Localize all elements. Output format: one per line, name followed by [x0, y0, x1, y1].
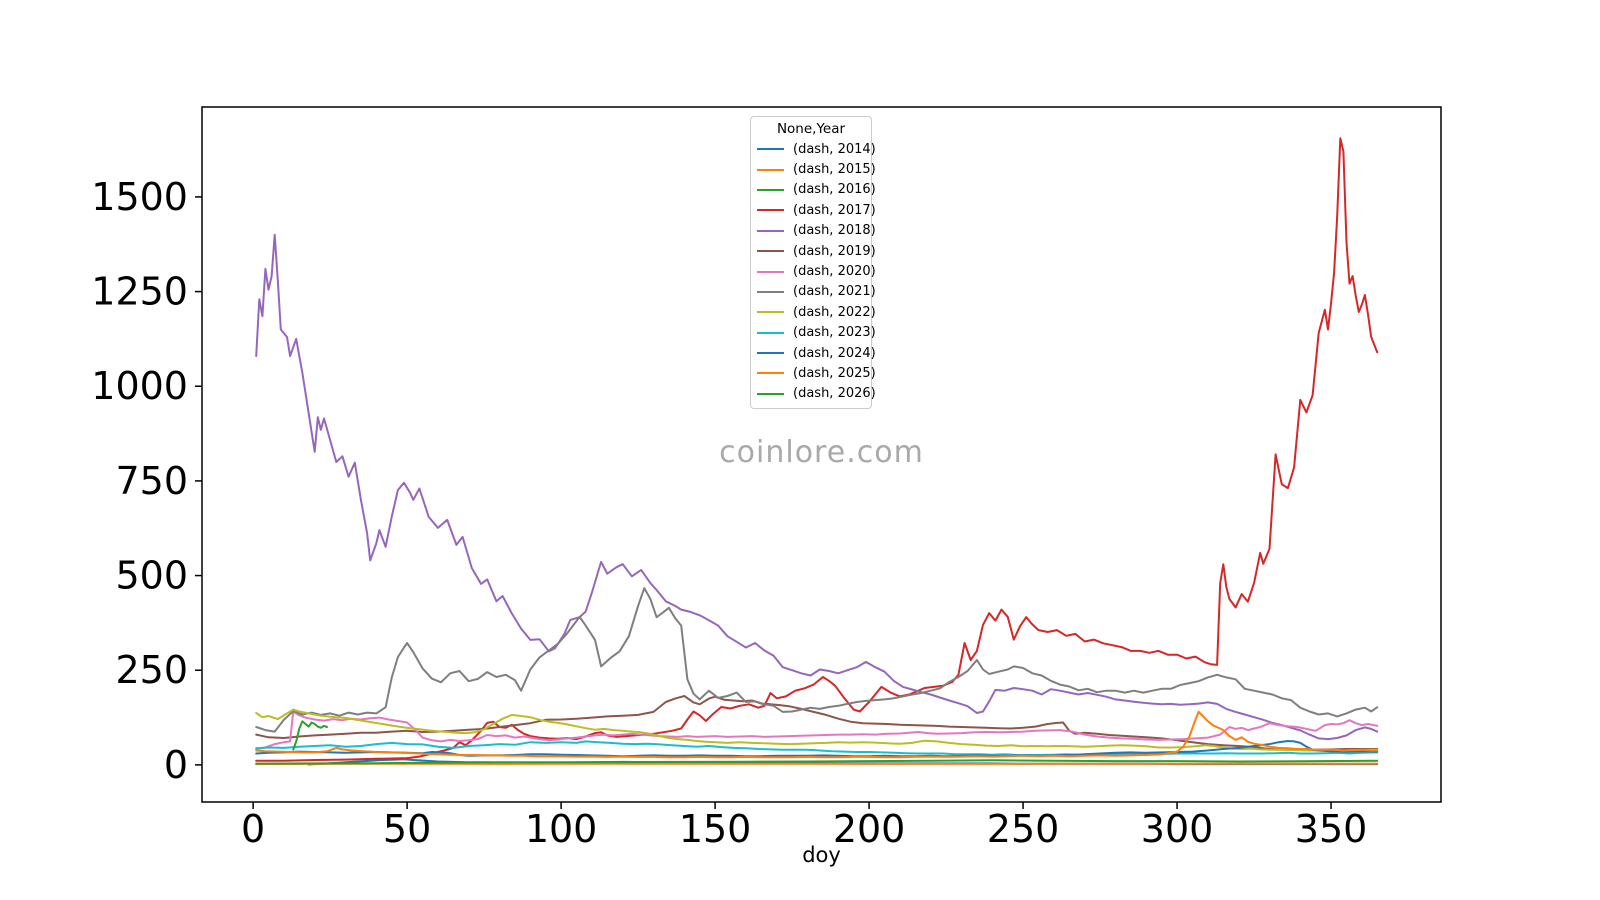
legend-label: (dash, 2025): [793, 365, 876, 381]
x-tick-label: 250: [987, 807, 1060, 851]
series-line: [255, 708, 1379, 752]
legend-label: (dash, 2016): [793, 182, 876, 198]
legend-item: (dash, 2021): [757, 282, 876, 302]
series-line: [255, 759, 1379, 765]
legend-label: (dash, 2026): [793, 386, 876, 402]
legend-item: (dash, 2015): [757, 159, 876, 179]
y-tick-label: 1250: [91, 270, 188, 314]
legend: None,Year (dash, 2014) (dash, 2015) (dash,…: [750, 116, 876, 410]
legend-label: (dash, 2014): [793, 141, 876, 157]
legend-item: (dash, 2020): [757, 261, 876, 281]
legend-label: (dash, 2022): [793, 304, 876, 320]
legend-line-swatch: [757, 188, 784, 191]
series-line: [255, 710, 1379, 750]
legend-item: (dash, 2018): [757, 221, 876, 241]
legend-label: (dash, 2023): [793, 325, 876, 341]
series-line: [255, 740, 1379, 758]
legend-item: (dash, 2022): [757, 302, 876, 322]
legend-label: (dash, 2015): [793, 162, 876, 178]
legend-line-swatch: [757, 372, 784, 375]
series-line: [255, 695, 1379, 751]
x-tick-label: 100: [525, 807, 598, 851]
y-tick-label: 0: [164, 743, 188, 787]
x-tick-label: 300: [1141, 807, 1214, 851]
y-tick-label: 750: [115, 459, 188, 503]
legend-item: (dash, 2025): [757, 363, 876, 383]
series-line: [292, 720, 328, 751]
axis-ticks: [195, 196, 1332, 809]
legend-label: (dash, 2021): [793, 284, 876, 300]
series-line: [255, 710, 1379, 759]
x-tick-label: 50: [383, 807, 431, 851]
x-tick-label: 0: [241, 807, 265, 851]
legend-line-swatch: [757, 229, 784, 232]
legend-line-swatch: [757, 168, 784, 171]
series-lines: [255, 137, 1379, 766]
legend-item: (dash, 2017): [757, 200, 876, 220]
series-line: [255, 233, 1379, 741]
legend-line-swatch: [757, 392, 784, 395]
legend-item: (dash, 2026): [757, 384, 876, 404]
x-axis-label: doy: [802, 843, 841, 867]
watermark: coinlore.com: [719, 435, 924, 470]
legend-item: (dash, 2023): [757, 323, 876, 343]
legend-line-swatch: [757, 331, 784, 334]
x-tick-label: 350: [1295, 807, 1368, 851]
y-tick-label: 1000: [91, 364, 188, 408]
legend-item: (dash, 2024): [757, 343, 876, 363]
y-tick-label: 1500: [91, 175, 188, 219]
plot-frame: [201, 106, 1442, 803]
legend-item: (dash, 2014): [757, 139, 876, 159]
legend-line-swatch: [757, 290, 784, 293]
y-tick-label: 500: [115, 554, 188, 598]
legend-item: (dash, 2019): [757, 241, 876, 261]
legend-label: (dash, 2018): [793, 223, 876, 239]
legend-line-swatch: [757, 311, 784, 314]
legend-item: (dash, 2016): [757, 180, 876, 200]
legend-line-swatch: [757, 352, 784, 355]
legend-title: None,Year: [776, 121, 846, 137]
legend-line-swatch: [757, 270, 784, 273]
x-tick-label: 150: [679, 807, 752, 851]
legend-line-swatch: [757, 250, 784, 253]
series-line: [255, 740, 1379, 756]
legend-line-swatch: [757, 209, 784, 212]
legend-label: (dash, 2020): [793, 264, 876, 280]
legend-items: (dash, 2014) (dash, 2015) (dash, 2016) (das…: [757, 139, 876, 404]
series-line: [255, 587, 1379, 733]
axis-tick-labels: 0 50 100 150 200 250 300 350 0 250 500 750 1000 1250 1…: [91, 175, 1367, 851]
y-tick-label: 250: [115, 648, 188, 692]
legend-label: (dash, 2019): [793, 243, 876, 259]
x-tick-label: 200: [833, 807, 906, 851]
legend-line-swatch: [757, 148, 784, 151]
legend-label: (dash, 2024): [793, 345, 876, 361]
legend-label: (dash, 2017): [793, 202, 876, 218]
